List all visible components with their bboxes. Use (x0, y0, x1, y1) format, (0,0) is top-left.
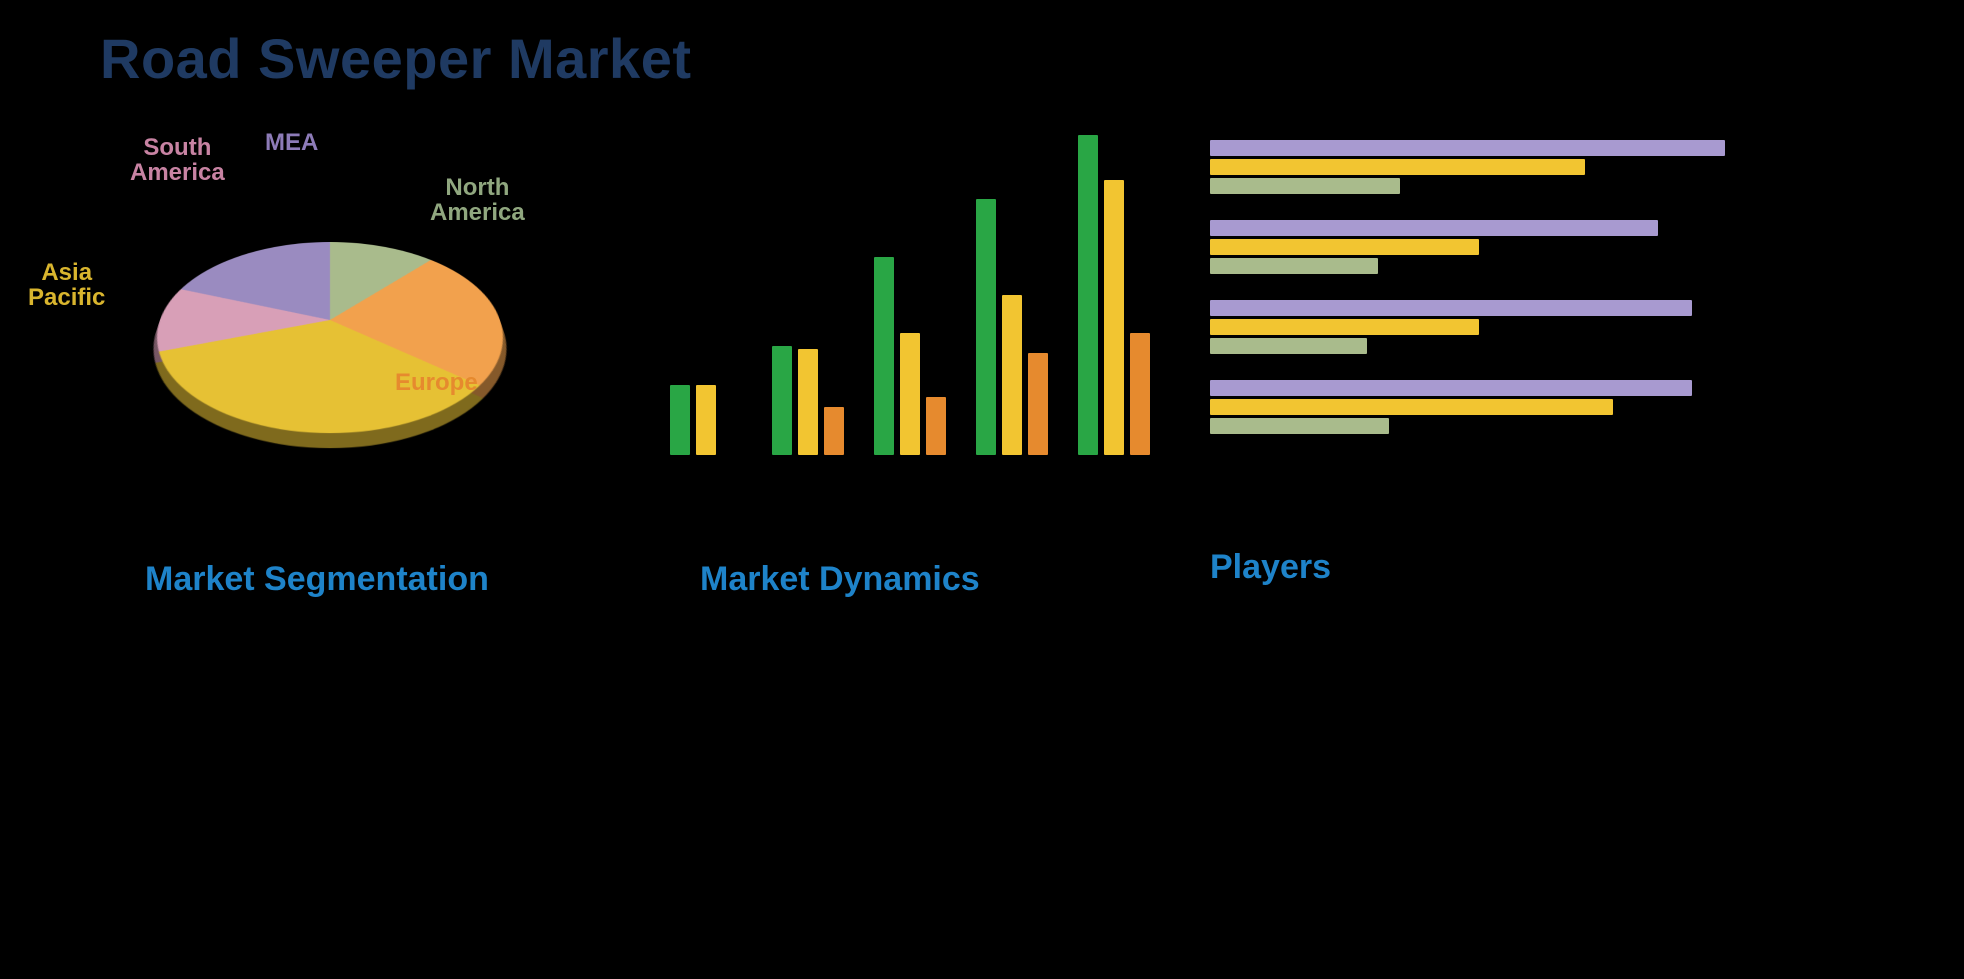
hbar (1210, 399, 1613, 415)
dynamics-bar-chart (670, 135, 1170, 455)
hbar (1210, 159, 1585, 175)
bar (670, 385, 690, 455)
bar (696, 385, 716, 455)
label-dynamics: Market Dynamics (700, 560, 980, 599)
bar (1028, 353, 1048, 455)
hbar-group (1210, 380, 1770, 434)
bar (1002, 295, 1022, 455)
bar (1078, 135, 1098, 455)
hbar-group (1210, 220, 1770, 274)
hbar-group (1210, 140, 1770, 194)
hbar-group (1210, 300, 1770, 354)
hbar (1210, 380, 1692, 396)
page-root: Road Sweeper Market Market Segmentation … (0, 0, 1964, 979)
pie-3d-body (122, 242, 539, 433)
label-segmentation: Market Segmentation (145, 560, 489, 599)
bar (1130, 333, 1150, 455)
bar (1104, 180, 1124, 455)
hbar (1210, 319, 1479, 335)
label-players: Players (1210, 548, 1331, 587)
hbar (1210, 220, 1658, 236)
bar (874, 257, 894, 455)
pie-label: South America (130, 135, 225, 185)
hbar (1210, 300, 1692, 316)
players-bar-chart (1210, 140, 1770, 470)
page-title: Road Sweeper Market (100, 26, 691, 91)
bar (772, 346, 792, 455)
bar (926, 397, 946, 455)
pie-label: MEA (265, 130, 318, 155)
hbar (1210, 239, 1479, 255)
pie-label: Asia Pacific (28, 260, 105, 310)
bar (900, 333, 920, 455)
hbar (1210, 258, 1378, 274)
pie-label: North America (430, 175, 525, 225)
hbar (1210, 418, 1389, 434)
bar (798, 349, 818, 455)
pie-label: Europe (395, 370, 478, 395)
bar (976, 199, 996, 455)
bar (824, 407, 844, 455)
hbar (1210, 338, 1367, 354)
hbar (1210, 178, 1400, 194)
hbar (1210, 140, 1725, 156)
